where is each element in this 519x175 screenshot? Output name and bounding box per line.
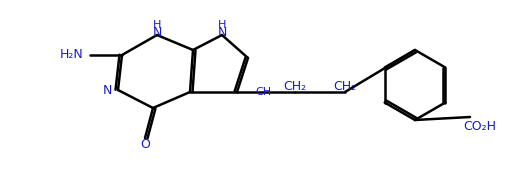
Text: H₂N: H₂N [60, 48, 84, 61]
Text: O: O [140, 138, 150, 150]
Text: N: N [102, 83, 112, 96]
Text: N: N [217, 26, 227, 40]
Text: H: H [218, 20, 226, 30]
Text: N: N [152, 26, 162, 40]
Text: CH₂: CH₂ [333, 80, 357, 93]
Text: CO₂H: CO₂H [463, 121, 497, 134]
Text: CH: CH [255, 87, 271, 97]
Text: CH₂: CH₂ [283, 80, 307, 93]
Text: H: H [153, 20, 161, 30]
